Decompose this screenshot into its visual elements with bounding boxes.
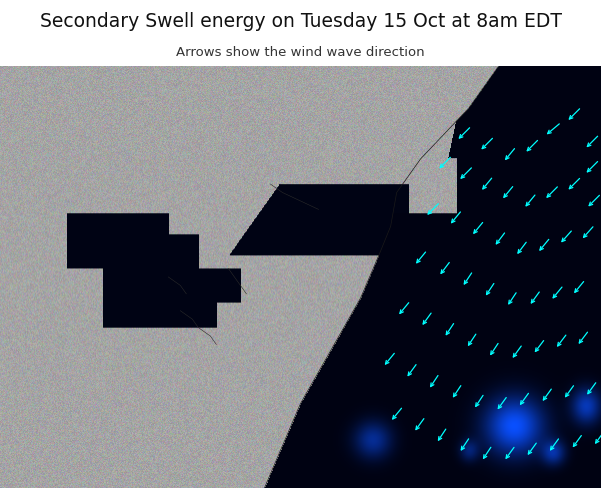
Text: Arrows show the wind wave direction: Arrows show the wind wave direction	[176, 46, 425, 59]
Text: Secondary Swell energy on Tuesday 15 Oct at 8am EDT: Secondary Swell energy on Tuesday 15 Oct…	[40, 12, 561, 31]
